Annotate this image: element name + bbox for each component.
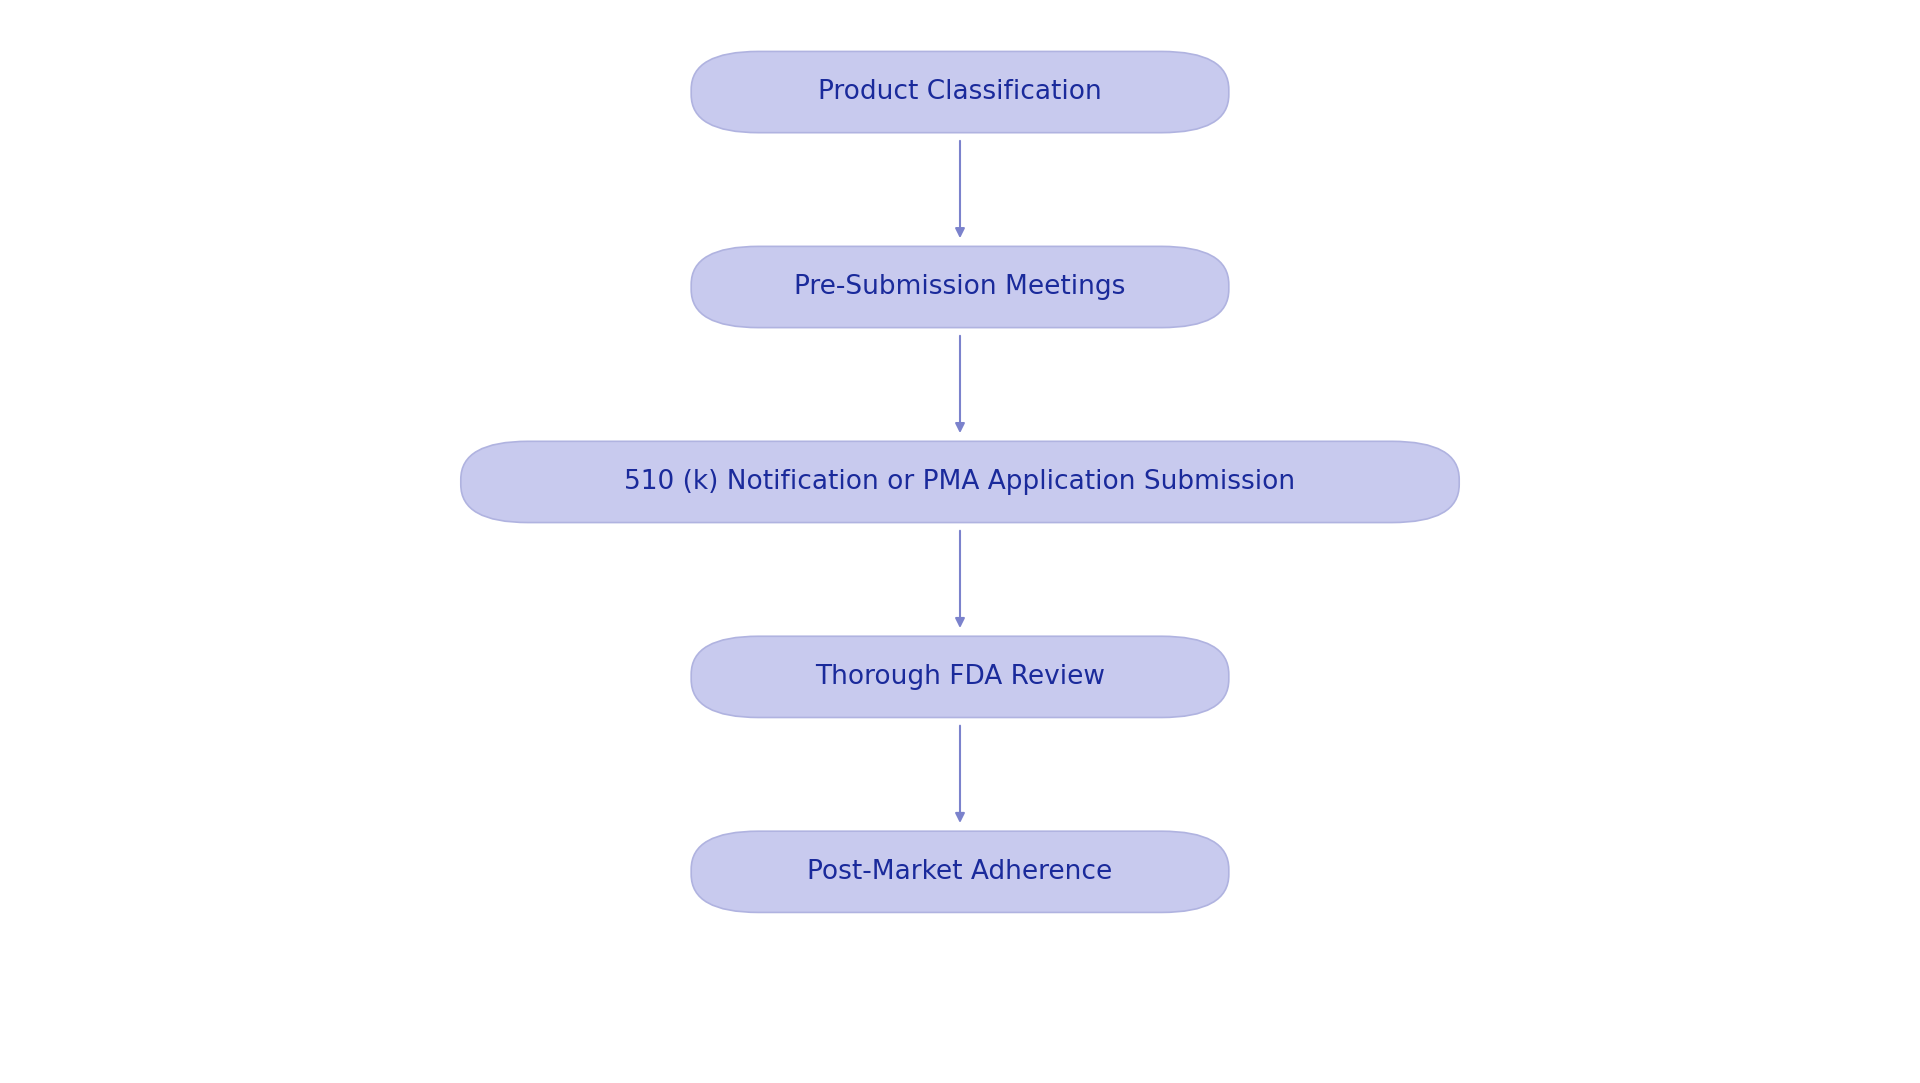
FancyBboxPatch shape (691, 637, 1229, 717)
FancyBboxPatch shape (691, 51, 1229, 132)
Text: Pre-Submission Meetings: Pre-Submission Meetings (795, 274, 1125, 300)
Text: 510 (k) Notification or PMA Application Submission: 510 (k) Notification or PMA Application … (624, 469, 1296, 495)
Text: Post-Market Adherence: Post-Market Adherence (808, 859, 1112, 885)
Text: Thorough FDA Review: Thorough FDA Review (814, 664, 1106, 690)
FancyBboxPatch shape (691, 247, 1229, 327)
FancyBboxPatch shape (691, 832, 1229, 912)
Text: Product Classification: Product Classification (818, 79, 1102, 105)
FancyBboxPatch shape (461, 442, 1459, 522)
